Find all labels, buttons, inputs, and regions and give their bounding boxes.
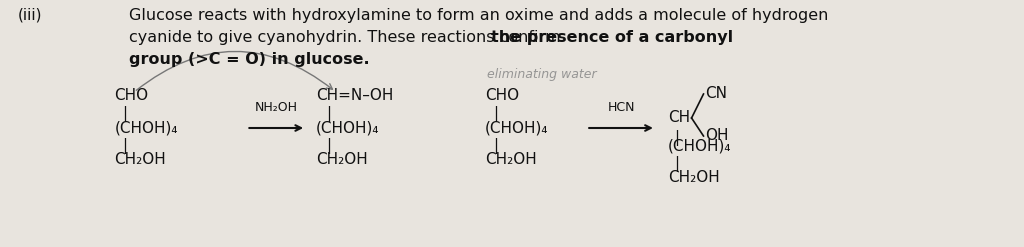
Text: CHO: CHO [485,88,519,103]
Text: OH: OH [706,128,729,143]
Text: (CHOH)₄: (CHOH)₄ [485,120,549,135]
Text: (iii): (iii) [17,8,42,23]
Text: |: | [674,130,679,146]
Text: |: | [326,106,331,122]
Text: |: | [122,138,127,154]
Text: eliminating water: eliminating water [486,68,597,81]
Text: CHO: CHO [115,88,148,103]
FancyArrowPatch shape [136,51,333,90]
Text: |: | [122,106,127,122]
Text: |: | [493,138,498,154]
Text: CH₂OH: CH₂OH [668,170,720,185]
Text: CN: CN [706,86,727,101]
Text: CH=N–OH: CH=N–OH [316,88,393,103]
Text: (CHOH)₄: (CHOH)₄ [668,138,731,153]
Text: the presence of a carbonyl: the presence of a carbonyl [490,30,733,45]
Text: CH₂OH: CH₂OH [316,152,368,167]
Text: CH₂OH: CH₂OH [485,152,537,167]
Text: |: | [493,106,498,122]
Text: CH₂OH: CH₂OH [115,152,166,167]
Text: cyanide to give cyanohydrin. These reactions confirm: cyanide to give cyanohydrin. These react… [129,30,566,45]
Text: |: | [674,156,679,172]
Text: group (>C = O) in glucose.: group (>C = O) in glucose. [129,52,370,67]
Text: (CHOH)₄: (CHOH)₄ [316,120,380,135]
Text: (CHOH)₄: (CHOH)₄ [115,120,178,135]
Text: HCN: HCN [607,101,635,114]
Text: |: | [326,138,331,154]
Text: Glucose reacts with hydroxylamine to form an oxime and adds a molecule of hydrog: Glucose reacts with hydroxylamine to for… [129,8,828,23]
Text: CH: CH [668,110,690,125]
Text: NH₂OH: NH₂OH [255,101,298,114]
